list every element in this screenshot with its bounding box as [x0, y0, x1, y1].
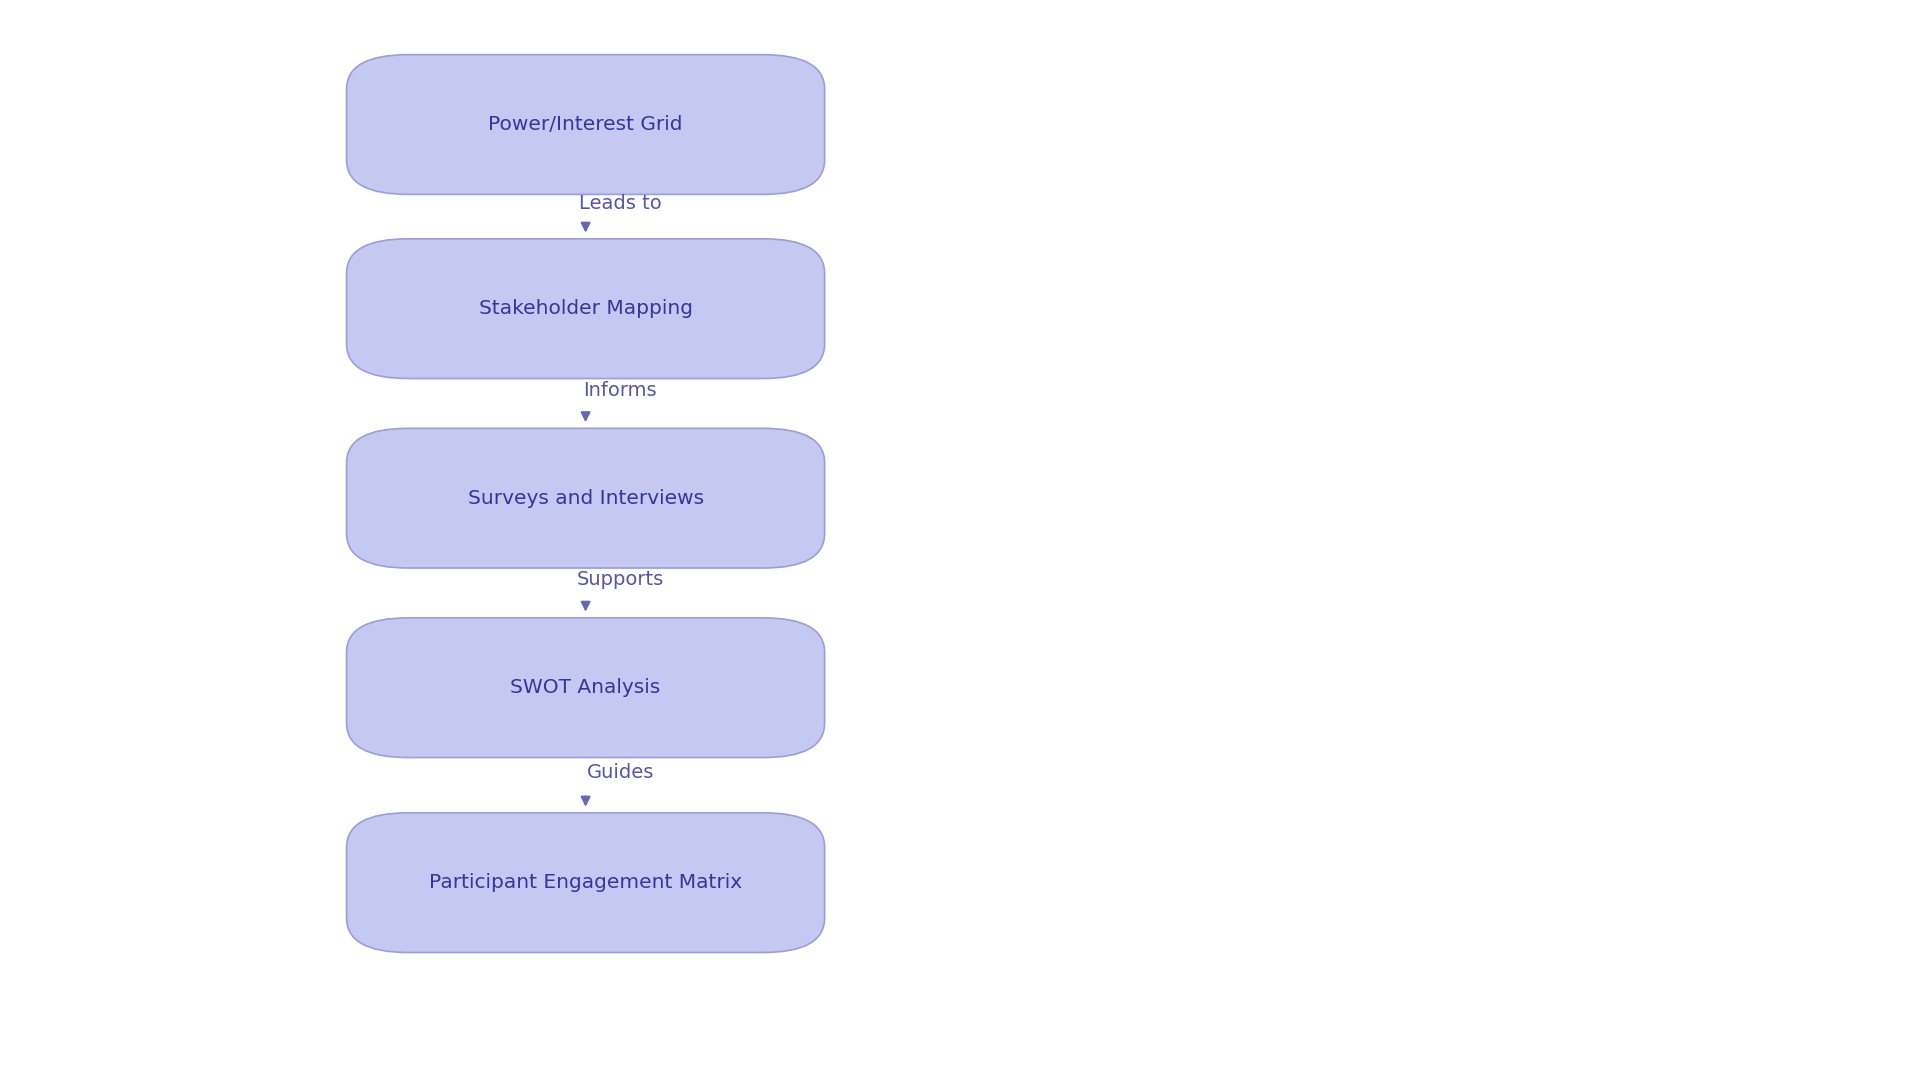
Text: Stakeholder Mapping: Stakeholder Mapping [478, 299, 693, 318]
Text: Participant Engagement Matrix: Participant Engagement Matrix [428, 873, 743, 892]
Text: SWOT Analysis: SWOT Analysis [511, 678, 660, 697]
FancyBboxPatch shape [346, 617, 826, 758]
Text: Guides: Guides [586, 762, 655, 782]
FancyBboxPatch shape [346, 812, 826, 953]
Text: Power/Interest Grid: Power/Interest Grid [488, 115, 684, 134]
Text: Surveys and Interviews: Surveys and Interviews [468, 488, 703, 508]
FancyBboxPatch shape [346, 54, 826, 195]
Text: Supports: Supports [576, 571, 664, 589]
FancyBboxPatch shape [346, 429, 826, 567]
Text: Informs: Informs [584, 381, 657, 400]
FancyBboxPatch shape [346, 239, 826, 379]
Text: Leads to: Leads to [578, 194, 662, 213]
